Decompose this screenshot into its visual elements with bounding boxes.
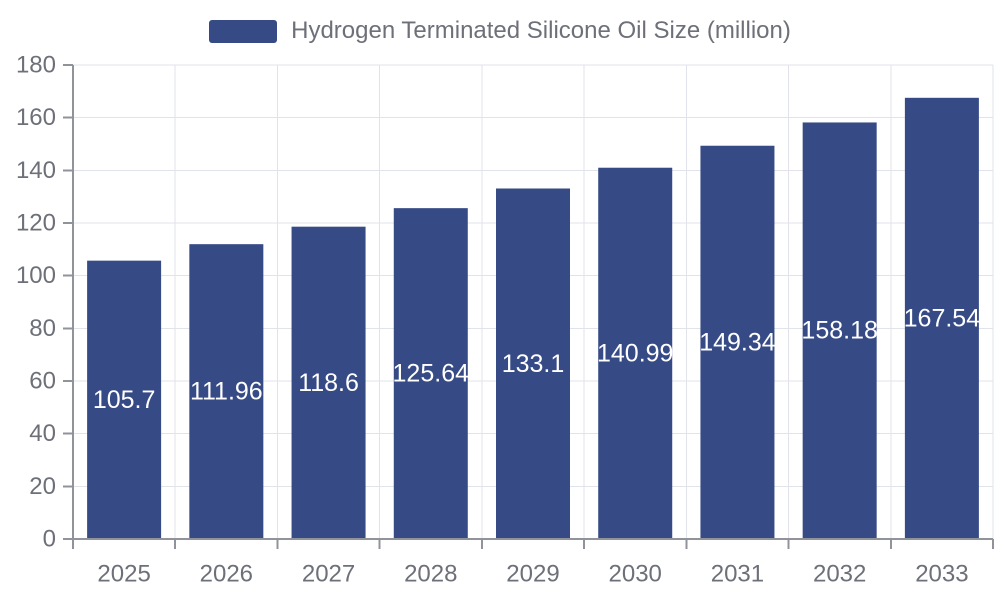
x-axis-label-2025: 2025 xyxy=(97,561,150,588)
bar-value-label: 167.54 xyxy=(904,304,981,332)
y-axis-label-180: 180 xyxy=(16,52,56,79)
bar-2031[interactable] xyxy=(700,145,775,539)
bar-value-label: 133.1 xyxy=(502,350,565,378)
x-axis-label-2028: 2028 xyxy=(404,561,457,588)
y-axis-label-80: 80 xyxy=(29,315,56,342)
bar-2030[interactable] xyxy=(598,167,673,540)
bar-value-label: 105.7 xyxy=(93,386,156,414)
y-axis-label-40: 40 xyxy=(29,420,56,447)
bar-value-label: 111.96 xyxy=(190,378,263,406)
x-axis-label-2031: 2031 xyxy=(711,561,764,588)
bar-2026[interactable] xyxy=(189,244,264,539)
y-axis-label-160: 160 xyxy=(16,104,56,131)
x-axis-label-2027: 2027 xyxy=(302,561,355,588)
legend-label: Hydrogen Terminated Silicone Oil Size (m… xyxy=(291,17,791,44)
y-axis-label-120: 120 xyxy=(16,210,56,237)
x-axis-label-2033: 2033 xyxy=(915,561,968,588)
bar-2025[interactable] xyxy=(87,260,162,539)
bar-value-label: 118.6 xyxy=(298,369,359,397)
bar-value-label: 125.64 xyxy=(393,360,470,388)
x-axis-label-2029: 2029 xyxy=(506,561,559,588)
legend-item[interactable]: Hydrogen Terminated Silicone Oil Size (m… xyxy=(0,17,1000,45)
y-axis-label-0: 0 xyxy=(43,526,56,553)
bar-2029[interactable] xyxy=(496,188,570,539)
x-axis-label-2030: 2030 xyxy=(609,561,662,588)
legend-swatch xyxy=(209,19,278,43)
bar-2032[interactable] xyxy=(802,122,877,539)
y-axis-label-140: 140 xyxy=(16,157,56,184)
bar-value-label: 158.18 xyxy=(801,317,877,345)
y-axis-label-60: 60 xyxy=(29,368,56,395)
x-axis-label-2026: 2026 xyxy=(200,561,253,588)
y-axis-label-100: 100 xyxy=(16,262,56,289)
x-axis-label-2032: 2032 xyxy=(813,561,866,588)
bar-value-label: 140.99 xyxy=(597,339,673,367)
y-axis-label-20: 20 xyxy=(29,473,56,500)
bar-2028[interactable] xyxy=(393,208,468,539)
bar-2027[interactable] xyxy=(291,226,366,540)
bar-value-label: 149.34 xyxy=(699,328,776,356)
bar-2033[interactable] xyxy=(904,97,979,539)
